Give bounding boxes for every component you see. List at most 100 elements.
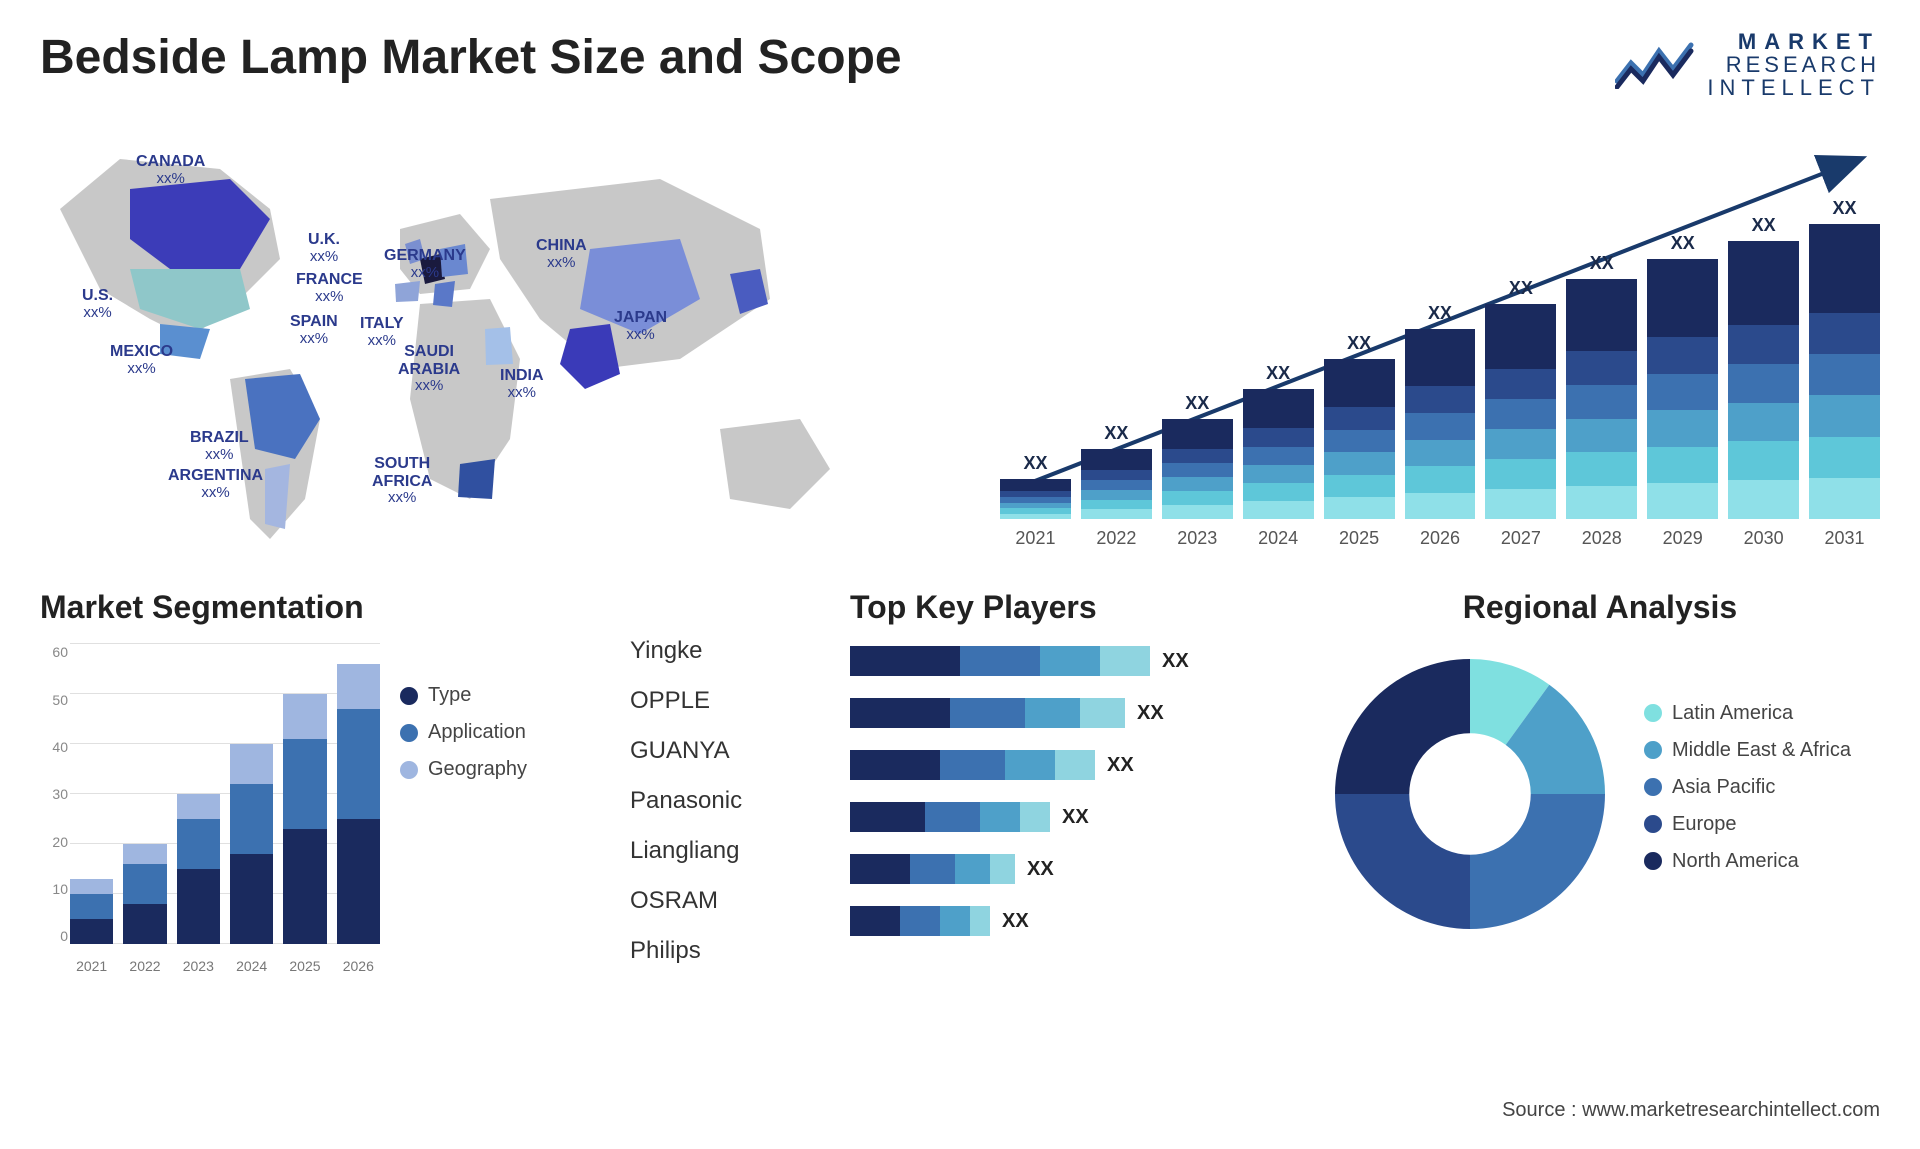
key-player-value: XX [1002, 910, 1029, 933]
growth-year-label: 2025 [1324, 528, 1395, 549]
regional-donut-chart [1320, 644, 1620, 944]
regional-heading: Regional Analysis [1320, 589, 1880, 626]
key-player-row: XX [850, 748, 1290, 782]
company-list-item: OSRAM [630, 887, 820, 915]
key-player-value: XX [1027, 858, 1054, 881]
growth-bar-value: XX [1485, 278, 1556, 299]
segmentation-bar [283, 694, 326, 944]
segmentation-bar [123, 844, 166, 944]
growth-bar-value: XX [1162, 393, 1233, 414]
company-list-item: Yingke [630, 637, 820, 665]
growth-bar-value: XX [1000, 453, 1071, 474]
growth-year-label: 2023 [1162, 528, 1233, 549]
segmentation-year-label: 2022 [123, 958, 166, 974]
growth-bar: XX [1243, 389, 1314, 519]
growth-bar: XX [1566, 279, 1637, 519]
logo-mark-icon [1615, 41, 1695, 89]
header: Bedside Lamp Market Size and Scope MARKE… [40, 30, 1880, 99]
regional-legend-item: Middle East & Africa [1644, 739, 1880, 762]
logo-line3: INTELLECT [1707, 76, 1880, 99]
source-attribution: Source : www.marketresearchintellect.com [1502, 1099, 1880, 1122]
logo-line2: RESEARCH [1707, 53, 1880, 76]
company-list-item: OPPLE [630, 687, 820, 715]
growth-bar-value: XX [1809, 198, 1880, 219]
map-label-mexico: MEXICOxx% [110, 343, 173, 377]
segmentation-year-label: 2024 [230, 958, 273, 974]
growth-year-label: 2029 [1647, 528, 1718, 549]
growth-bar: XX [1162, 419, 1233, 519]
map-label-spain: SPAINxx% [290, 313, 338, 347]
regional-legend: Latin AmericaMiddle East & AfricaAsia Pa… [1644, 702, 1880, 887]
regional-legend-item: Europe [1644, 813, 1880, 836]
map-label-china: CHINAxx% [536, 237, 587, 271]
company-list-item: Liangliang [630, 837, 820, 865]
growth-year-label: 2028 [1566, 528, 1637, 549]
donut-slice [1335, 794, 1470, 929]
page-title: Bedside Lamp Market Size and Scope [40, 30, 902, 85]
donut-slice [1470, 794, 1605, 929]
growth-bar-value: XX [1405, 303, 1476, 324]
growth-bar: XX [1485, 304, 1556, 519]
map-label-india: INDIAxx% [500, 367, 544, 401]
segmentation-bar [230, 744, 273, 944]
segmentation-chart: 0102030405060 202120222023202420252026 [40, 644, 380, 974]
growth-bar-value: XX [1566, 253, 1637, 274]
donut-slice [1335, 659, 1470, 794]
map-label-u.k.: U.K.xx% [308, 231, 340, 265]
regional-panel: Regional Analysis Latin America Middle Ea… [1320, 589, 1880, 1149]
map-label-germany: GERMANYxx% [384, 247, 466, 281]
logo-line1: MARKET [1707, 30, 1880, 53]
growth-bar: XX [1000, 479, 1071, 519]
segmentation-panel: Market Segmentation 0102030405060 202120… [40, 589, 600, 1149]
growth-bar: XX [1324, 359, 1395, 519]
growth-chart-panel: XXXXXXXXXXXXXXXXXXXXXX 20212022202320242… [1000, 119, 1880, 559]
world-map-panel: CANADAxx% U.S.xx% MEXICOxx% BRAZILxx% ARGENT… [40, 119, 960, 559]
growth-bar-value: XX [1243, 363, 1314, 384]
key-player-row: XX [850, 644, 1290, 678]
growth-bar: XX [1647, 259, 1718, 519]
key-players-heading: Top Key Players [850, 589, 1290, 626]
growth-year-label: 2022 [1081, 528, 1152, 549]
map-label-saudi-arabia: SAUDIARABIAxx% [398, 343, 460, 395]
segmentation-legend-item: Application [400, 721, 600, 744]
segmentation-year-label: 2023 [177, 958, 220, 974]
segmentation-bar [177, 794, 220, 944]
growth-year-label: 2031 [1809, 528, 1880, 549]
map-label-argentina: ARGENTINAxx% [168, 467, 263, 501]
growth-bar: XX [1809, 224, 1880, 519]
growth-year-label: 2027 [1485, 528, 1556, 549]
growth-bar: XX [1081, 449, 1152, 519]
growth-bar-value: XX [1324, 333, 1395, 354]
growth-chart: XXXXXXXXXXXXXXXXXXXXXX 20212022202320242… [1000, 149, 1880, 549]
map-label-brazil: BRAZILxx% [190, 429, 249, 463]
regional-legend-item: Latin America [1644, 702, 1880, 725]
company-list-item: GUANYA [630, 737, 820, 765]
growth-bar-value: XX [1081, 423, 1152, 444]
key-player-row: XX [850, 800, 1290, 834]
bottom-row: Market Segmentation 0102030405060 202120… [40, 589, 1880, 1149]
segmentation-legend-item: Type [400, 684, 600, 707]
company-list-item: Philips [630, 937, 820, 965]
map-label-japan: JAPANxx% [614, 309, 667, 343]
company-list-item: Panasonic [630, 787, 820, 815]
map-label-canada: CANADAxx% [136, 153, 205, 187]
key-players-chart: XXXXXXXXXXXX [850, 644, 1290, 974]
brand-logo: MARKET RESEARCH INTELLECT [1615, 30, 1880, 99]
key-player-value: XX [1062, 806, 1089, 829]
growth-bar: XX [1728, 241, 1799, 519]
top-row: CANADAxx% U.S.xx% MEXICOxx% BRAZILxx% ARGENT… [40, 119, 1880, 559]
map-label-france: FRANCExx% [296, 271, 363, 305]
key-players-panel: Top Key Players XXXXXXXXXXXX [850, 589, 1290, 1149]
growth-year-label: 2030 [1728, 528, 1799, 549]
key-player-row: XX [850, 904, 1290, 938]
map-label-u.s.: U.S.xx% [82, 287, 113, 321]
growth-bar-value: XX [1647, 233, 1718, 254]
key-player-value: XX [1107, 754, 1134, 777]
segmentation-year-label: 2021 [70, 958, 113, 974]
segmentation-legend-item: Geography [400, 758, 600, 781]
segmentation-bar [70, 879, 113, 944]
segmentation-heading: Market Segmentation [40, 589, 600, 626]
segmentation-bar [337, 664, 380, 944]
growth-year-label: 2024 [1243, 528, 1314, 549]
segmentation-year-label: 2025 [283, 958, 326, 974]
